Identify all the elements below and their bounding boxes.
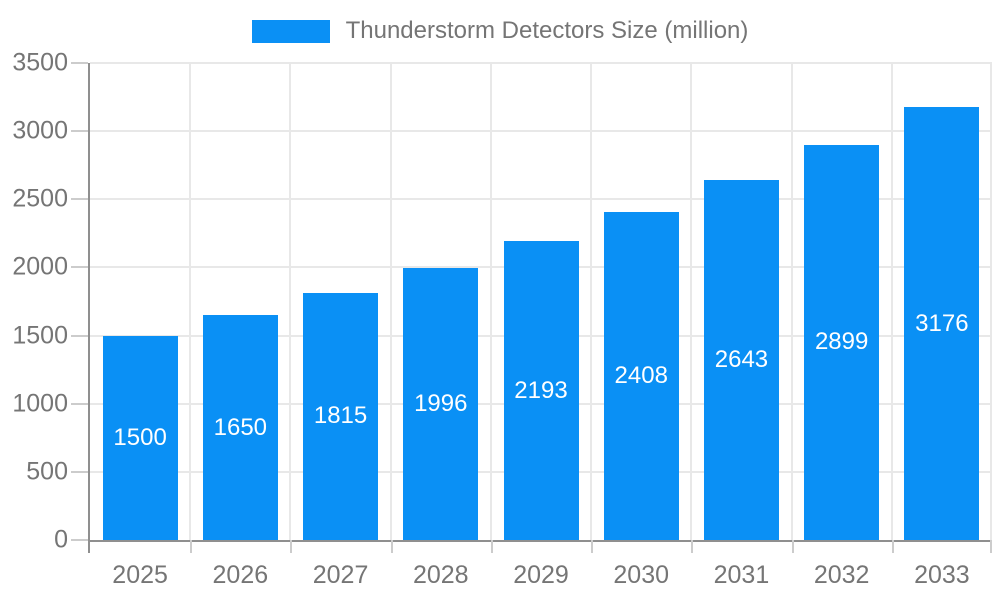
bar-2025[interactable]	[102, 335, 178, 540]
x-axis-label: 2026	[212, 561, 269, 589]
y-axis-label: 3500	[12, 48, 68, 77]
y-axis-tick	[71, 539, 88, 541]
y-axis-label: 0	[54, 525, 68, 554]
y-axis-tick	[71, 402, 88, 405]
x-axis-tick	[88, 540, 90, 553]
x-axis-label: 2031	[713, 561, 770, 589]
x-axis-label: 2033	[914, 561, 970, 589]
gridline-horizontal	[90, 130, 992, 133]
bar-2026[interactable]	[202, 315, 278, 540]
y-axis-label: 2000	[12, 252, 68, 281]
y-axis-tick	[71, 198, 88, 201]
gridline-vertical	[990, 63, 992, 540]
legend: Thunderstorm Detectors Size (million)	[0, 17, 1000, 45]
y-axis-tick	[71, 62, 88, 64]
gridline-vertical	[690, 63, 693, 540]
x-axis-tick	[990, 540, 992, 553]
y-axis-label: 500	[26, 457, 68, 486]
bar-2027[interactable]	[303, 292, 379, 540]
gridline-vertical	[289, 63, 292, 540]
x-axis-label: 2025	[112, 561, 168, 589]
y-axis-label: 1500	[12, 321, 68, 350]
bar-2028[interactable]	[403, 267, 479, 540]
x-axis-label: 2029	[513, 561, 569, 589]
legend-label: Thunderstorm Detectors Size (million)	[345, 17, 749, 44]
y-axis-tick	[71, 470, 88, 473]
x-axis-label: 2028	[412, 561, 469, 589]
bar-2030[interactable]	[603, 211, 679, 540]
gridline-horizontal	[90, 62, 992, 64]
x-axis-label: 2030	[613, 561, 670, 589]
gridline-vertical	[389, 63, 392, 540]
legend-swatch	[251, 19, 330, 43]
plot-area: 0 500 1000 1500 2000 2500 3000 3500 1500 2025 1650…	[12, 49, 992, 589]
bar-2031[interactable]	[703, 179, 779, 540]
bar-2033[interactable]	[904, 107, 980, 540]
bar-2032[interactable]	[804, 144, 880, 540]
x-axis-label: 2032	[813, 561, 870, 589]
x-axis-label: 2027	[312, 561, 369, 589]
x-axis-tick	[190, 540, 193, 553]
x-axis-tick	[591, 540, 594, 553]
x-axis-tick	[791, 540, 794, 553]
y-axis-tick	[71, 130, 88, 133]
x-axis-tick	[691, 540, 694, 553]
gridline-vertical	[189, 63, 192, 540]
y-axis-tick	[71, 266, 88, 269]
x-axis-tick	[891, 540, 894, 553]
x-axis-tick	[390, 540, 393, 553]
bar-2029[interactable]	[503, 241, 579, 540]
gridline-vertical	[590, 63, 593, 540]
y-axis-label: 3000	[12, 116, 68, 145]
gridline-vertical	[489, 63, 492, 540]
x-axis-tick	[490, 540, 493, 553]
y-axis-label: 2500	[12, 184, 68, 213]
gridline-vertical	[890, 63, 893, 540]
y-axis-label: 1000	[12, 389, 68, 418]
y-axis-tick	[71, 334, 88, 337]
gridline-vertical	[790, 63, 793, 540]
x-axis-tick	[290, 540, 293, 553]
